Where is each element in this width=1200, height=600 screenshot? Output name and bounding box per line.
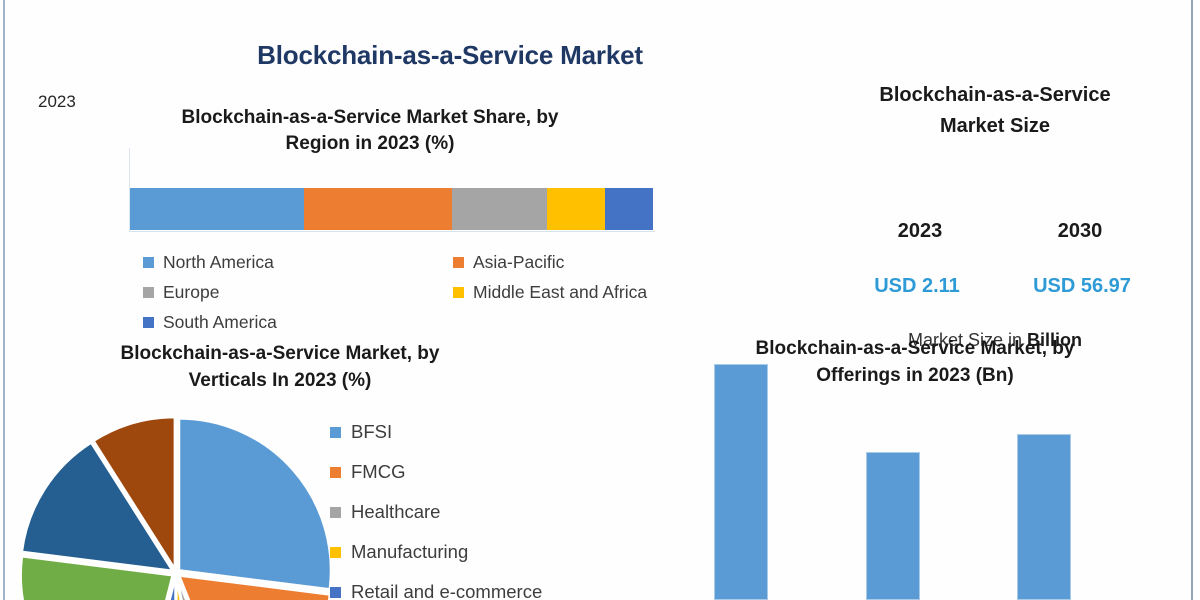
- region-legend-item: Asia-Pacific: [453, 252, 703, 273]
- region-stacked-bar: [130, 188, 653, 230]
- market-size-title-line1: Blockchain-as-a-Service: [879, 84, 1111, 106]
- pie-legend-label: Manufacturing: [351, 541, 469, 562]
- pie-legend-label: Retail and e-commerce: [351, 581, 543, 600]
- pie-chart: [19, 415, 333, 600]
- region-legend-item: North America: [143, 252, 453, 273]
- pie-chart-title-line2: Verticals In 2023 (%): [188, 370, 372, 391]
- market-size-year-end: 2030: [1057, 220, 1103, 242]
- offerings-bar: [866, 452, 920, 600]
- legend-swatch-icon: [330, 466, 341, 478]
- offerings-chart-title: Blockchain-as-a-Service Market, by Offer…: [670, 335, 1160, 389]
- region-segment-south-america: [605, 188, 653, 230]
- region-share-panel: Blockchain-as-a-Service Market Share, by…: [20, 105, 700, 340]
- offerings-bar-panel: Blockchain-as-a-Service Market, by Offer…: [620, 325, 1200, 600]
- market-size-title-line2: Market Size: [939, 115, 1051, 137]
- pie-chart-title: Blockchain-as-a-Service Market, by Verti…: [50, 340, 510, 394]
- legend-swatch-icon: [453, 287, 464, 298]
- verticals-pie-panel: Blockchain-as-a-Service Market, by Verti…: [10, 340, 590, 600]
- region-legend-label: North America: [163, 252, 274, 272]
- region-legend-label: Europe: [163, 282, 220, 302]
- legend-swatch-icon: [143, 287, 154, 298]
- left-border: [3, 0, 5, 600]
- region-legend-item: Middle East and Africa: [453, 282, 703, 303]
- right-border: [1191, 0, 1193, 600]
- legend-swatch-icon: [330, 426, 341, 438]
- page-title: Blockchain-as-a-Service Market: [257, 40, 643, 70]
- region-segment-europe: [452, 188, 548, 230]
- legend-swatch-icon: [453, 257, 464, 268]
- legend-swatch-icon: [143, 317, 154, 328]
- offerings-chart-title-line2: Offerings in 2023 (Bn): [816, 365, 1014, 386]
- region-legend: North America Asia-Pacific Europe Middle Ea…: [143, 252, 703, 333]
- pie-slice-energy-and-utilities: [20, 440, 176, 573]
- region-legend-label: Asia-Pacific: [473, 252, 565, 272]
- region-segment-middle-east-and-africa: [547, 188, 606, 230]
- pie-legend-label: Healthcare: [351, 501, 441, 522]
- region-legend-label: South America: [163, 312, 277, 332]
- pie-slice-healthcare: [175, 576, 188, 600]
- pie-legend-item: BFSI: [330, 412, 600, 452]
- pie-legend-item: Retail and e-commerce: [330, 572, 600, 600]
- legend-swatch-icon: [330, 506, 341, 518]
- region-segment-asia-pacific: [304, 188, 453, 230]
- pie-slice-government: [91, 415, 177, 574]
- region-legend-item: South America: [143, 312, 453, 333]
- pie-legend-item: Manufacturing: [330, 532, 600, 572]
- pie-slice-bfsi: [177, 417, 333, 591]
- region-chart-title-line1: Blockchain-as-a-Service Market Share, by: [181, 107, 559, 128]
- region-category-label: 2023: [38, 92, 76, 111]
- offerings-bar: [714, 364, 768, 600]
- market-size-year-start: 2023: [897, 220, 943, 242]
- pie-legend-label: FMCG: [351, 461, 406, 482]
- pie-slice-others: [19, 554, 175, 600]
- market-size-title: Blockchain-as-a-Service Market Size: [820, 80, 1170, 142]
- legend-swatch-icon: [330, 586, 341, 598]
- region-chart-title-line2: Region in 2023 (%): [285, 133, 455, 154]
- legend-swatch-icon: [330, 546, 341, 558]
- region-chart-axis-line: [129, 148, 130, 232]
- market-size-panel: Blockchain-as-a-Service Market Size 2023…: [820, 72, 1192, 350]
- market-size-footnote-prefix: Market Size in: [907, 330, 1028, 350]
- pie-chart-svg: [19, 415, 333, 600]
- offerings-bar: [1017, 433, 1071, 600]
- market-size-value-start: USD 2.11: [874, 275, 960, 297]
- region-segment-north-america: [130, 188, 305, 230]
- pie-legend: BFSI FMCG Healthcare Manufacturing Retail an…: [330, 412, 600, 600]
- pie-legend-label: BFSI: [351, 421, 393, 442]
- region-chart-title: Blockchain-as-a-Service Market Share, by…: [80, 105, 660, 157]
- pie-slice-retail-and-e-commerce: [168, 576, 177, 600]
- region-legend-label: Middle East and Africa: [473, 282, 648, 302]
- market-size-value-end: USD 56.97: [1033, 275, 1131, 297]
- region-legend-item: Europe: [143, 282, 453, 303]
- offerings-chart-title-line1: Blockchain-as-a-Service Market, by: [755, 338, 1075, 359]
- market-size-footnote-unit: Billion: [1027, 330, 1083, 350]
- pie-slice-manufacturing: [175, 576, 183, 600]
- pie-chart-title-line1: Blockchain-as-a-Service Market, by: [120, 343, 440, 364]
- pie-slice-fmcg: [177, 573, 332, 600]
- market-size-footnote: Market Size in Billion: [820, 330, 1170, 351]
- pie-legend-item: FMCG: [330, 452, 600, 492]
- legend-swatch-icon: [143, 257, 154, 268]
- pie-legend-item: Healthcare: [330, 492, 600, 532]
- offerings-plot-area: [620, 325, 1200, 600]
- region-chart-baseline: [130, 231, 655, 232]
